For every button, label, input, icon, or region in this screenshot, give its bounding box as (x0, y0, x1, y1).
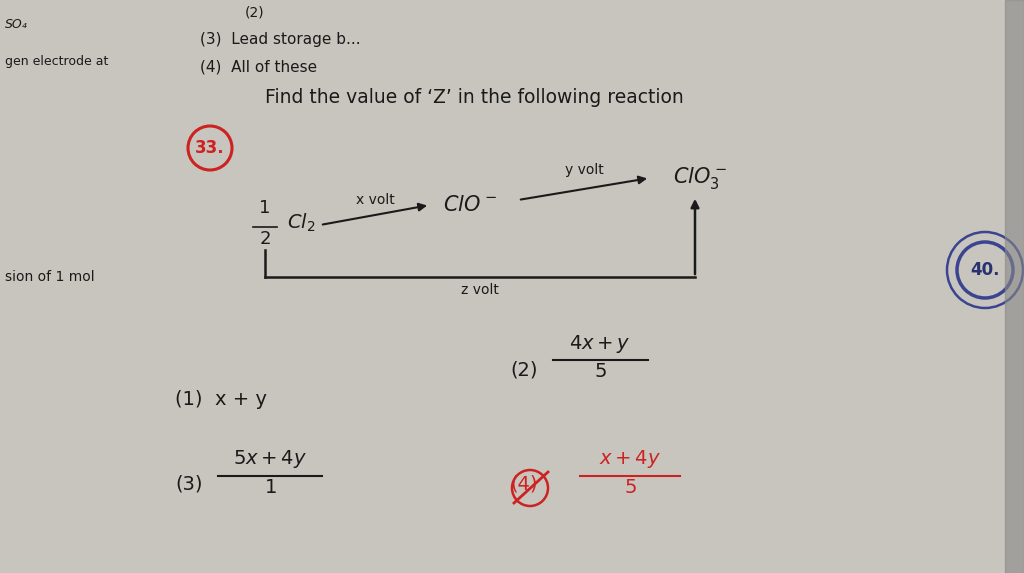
Text: $5$: $5$ (624, 478, 636, 497)
Text: gen electrode at: gen electrode at (5, 55, 109, 68)
Text: $x + 4y$: $x + 4y$ (599, 448, 662, 470)
Bar (1005, 0, 1024, 573)
Text: (4): (4) (510, 475, 538, 494)
Text: y volt: y volt (564, 163, 603, 177)
Text: (2): (2) (510, 360, 538, 379)
Text: $5x + 4y$: $5x + 4y$ (233, 448, 307, 470)
Text: x volt: x volt (355, 193, 394, 207)
Text: $Cl_2$: $Cl_2$ (287, 212, 315, 234)
Text: Find the value of ‘Z’ in the following reaction: Find the value of ‘Z’ in the following r… (265, 88, 684, 107)
Text: (3)  Lead storage b...: (3) Lead storage b... (200, 32, 360, 47)
Text: SO₄: SO₄ (5, 18, 28, 31)
Text: 40.: 40. (971, 261, 999, 279)
Text: 33.: 33. (196, 139, 225, 157)
Text: 2: 2 (259, 230, 270, 248)
Text: (1)  x + y: (1) x + y (175, 390, 267, 409)
Text: $1$: $1$ (264, 478, 276, 497)
Text: (3): (3) (175, 475, 203, 494)
Text: sion of 1 mol: sion of 1 mol (5, 270, 94, 284)
Text: (2): (2) (245, 5, 264, 19)
Text: $5$: $5$ (594, 362, 606, 381)
Text: (4)  All of these: (4) All of these (200, 60, 317, 75)
Text: $ClO^-$: $ClO^-$ (443, 195, 497, 215)
Text: 1: 1 (259, 199, 270, 217)
Text: $4x + y$: $4x + y$ (569, 333, 631, 355)
Text: z volt: z volt (461, 283, 499, 297)
Text: $ClO_3^-$: $ClO_3^-$ (673, 165, 727, 191)
